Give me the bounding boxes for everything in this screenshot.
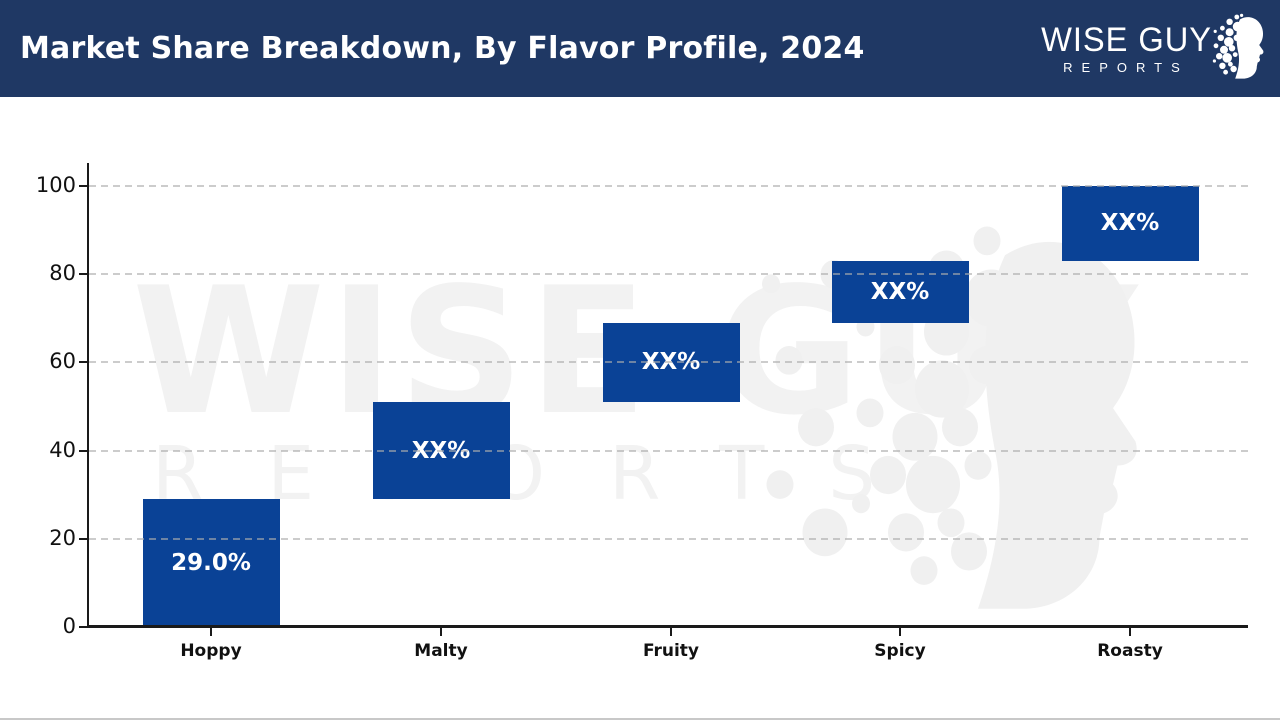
y-tick-mark — [79, 537, 87, 540]
x-tick-label-fruity: Fruity — [642, 641, 700, 661]
watermark-subtitle: REPORTS — [152, 431, 940, 517]
x-tick-label-roasty: Roasty — [1097, 641, 1163, 661]
logo-subtitle: REPORTS — [1063, 60, 1189, 76]
x-tick-mark — [210, 628, 212, 636]
bar-roasty: XX% — [1061, 186, 1199, 261]
y-tick-label: 20 — [49, 525, 76, 550]
y-tick-mark — [79, 361, 87, 364]
x-tick-label-hoppy: Hoppy — [180, 641, 242, 661]
header-bar: Market Share Breakdown, By Flavor Profil… — [0, 0, 1280, 97]
y-tick-label: 80 — [49, 261, 76, 286]
wiseguy-logo: WISE GUY REPORTS — [1034, 6, 1272, 92]
y-tick-label: 0 — [62, 614, 76, 638]
y-tick-label: 40 — [49, 437, 76, 462]
y-tick-label: 60 — [49, 349, 76, 374]
logo-wordmark: WISE GUY — [1041, 20, 1212, 59]
x-tick-mark — [440, 628, 442, 636]
gridline-60 — [89, 361, 1248, 364]
y-tick-mark — [79, 626, 87, 628]
wiseguy-logo-text: WISE GUY REPORTS — [1034, 20, 1212, 76]
page-title: Market Share Breakdown, By Flavor Profil… — [20, 31, 865, 66]
bar-hoppy: 29.0% — [142, 499, 280, 627]
x-tick-mark — [899, 628, 901, 636]
y-tick-mark — [79, 449, 87, 452]
gridline-100 — [89, 185, 1248, 187]
watermark-face-pattern — [762, 226, 1137, 609]
bar-value-label: XX% — [870, 278, 930, 305]
y-tick-mark — [79, 185, 87, 187]
y-tick-mark — [79, 273, 87, 276]
bar-spicy: XX% — [831, 260, 969, 323]
bottom-border — [0, 718, 1280, 720]
wiseguy-face-icon — [1212, 13, 1264, 79]
x-tick-mark — [1129, 628, 1131, 636]
bar-value-label: XX% — [1100, 210, 1160, 237]
x-tick-mark — [670, 628, 672, 636]
bar-value-label: 29.0% — [171, 550, 251, 577]
y-tick-label: 100 — [35, 173, 76, 197]
x-tick-label-spicy: Spicy — [874, 641, 926, 661]
y-axis — [87, 163, 89, 627]
x-tick-label-malty: Malty — [414, 641, 468, 661]
gridline-80 — [89, 273, 1248, 276]
gridline-20 — [89, 537, 1248, 540]
x-axis — [87, 625, 1248, 628]
chart-area: WISE GUY REPORTS 29.0% XX% XX% XX% XX% 0 20 40… — [0, 97, 1280, 718]
gridline-40 — [89, 449, 1248, 452]
